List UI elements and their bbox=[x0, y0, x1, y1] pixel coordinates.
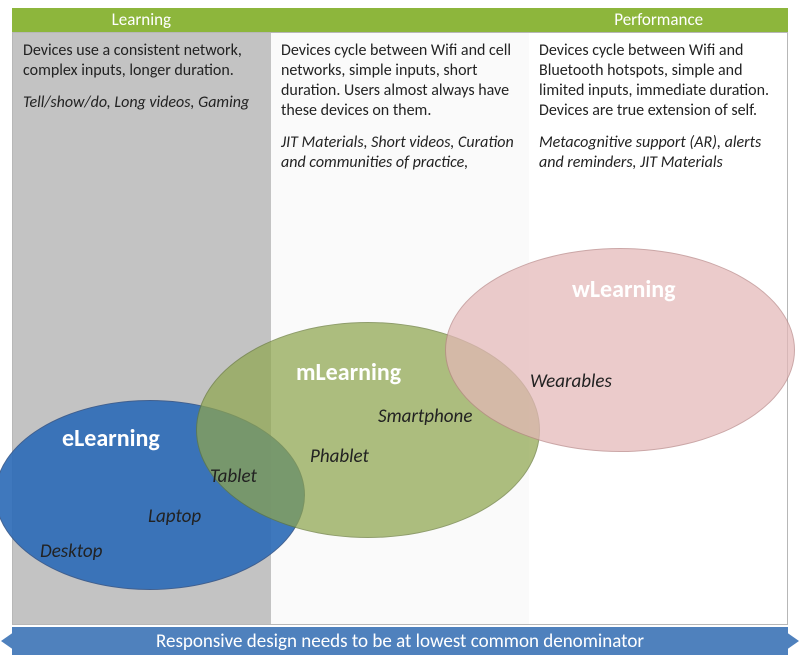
device-tablet: Tablet bbox=[210, 465, 257, 488]
header-middle bbox=[271, 8, 530, 32]
col1-desc: Devices use a consistent network, comple… bbox=[23, 41, 261, 81]
col2-desc: Devices cycle between Wifi and cell netw… bbox=[281, 41, 519, 121]
header-performance: Performance bbox=[529, 8, 788, 32]
header-row: Learning Performance bbox=[12, 8, 788, 32]
col2-examples: JIT Materials, Short videos, Curation an… bbox=[281, 133, 519, 173]
col1-examples: Tell/show/do, Long videos, Gaming bbox=[23, 93, 261, 113]
device-smartphone: Smartphone bbox=[378, 405, 472, 428]
col3-examples: Metacognitive support (AR), alerts and r… bbox=[539, 133, 777, 173]
col3-desc: Devices cycle between Wifi and Bluetooth… bbox=[539, 41, 777, 121]
device-laptop: Laptop bbox=[148, 505, 201, 528]
ellipse-label-mlearning: mLearning bbox=[296, 358, 401, 387]
arrow-left-icon bbox=[1, 627, 21, 655]
ellipse-label-elearning: eLearning bbox=[62, 424, 160, 453]
infographic-canvas: Learning Performance Devices use a consi… bbox=[0, 0, 800, 665]
header-learning: Learning bbox=[12, 8, 271, 32]
device-desktop: Desktop bbox=[40, 540, 102, 563]
ellipse-label-wlearning: wLearning bbox=[572, 275, 676, 304]
device-wearables: Wearables bbox=[530, 370, 612, 393]
footer-arrow-bar: Responsive design needs to be at lowest … bbox=[12, 627, 788, 655]
device-phablet: Phablet bbox=[310, 445, 369, 468]
footer-text: Responsive design needs to be at lowest … bbox=[156, 630, 644, 653]
arrow-right-icon bbox=[779, 627, 799, 655]
